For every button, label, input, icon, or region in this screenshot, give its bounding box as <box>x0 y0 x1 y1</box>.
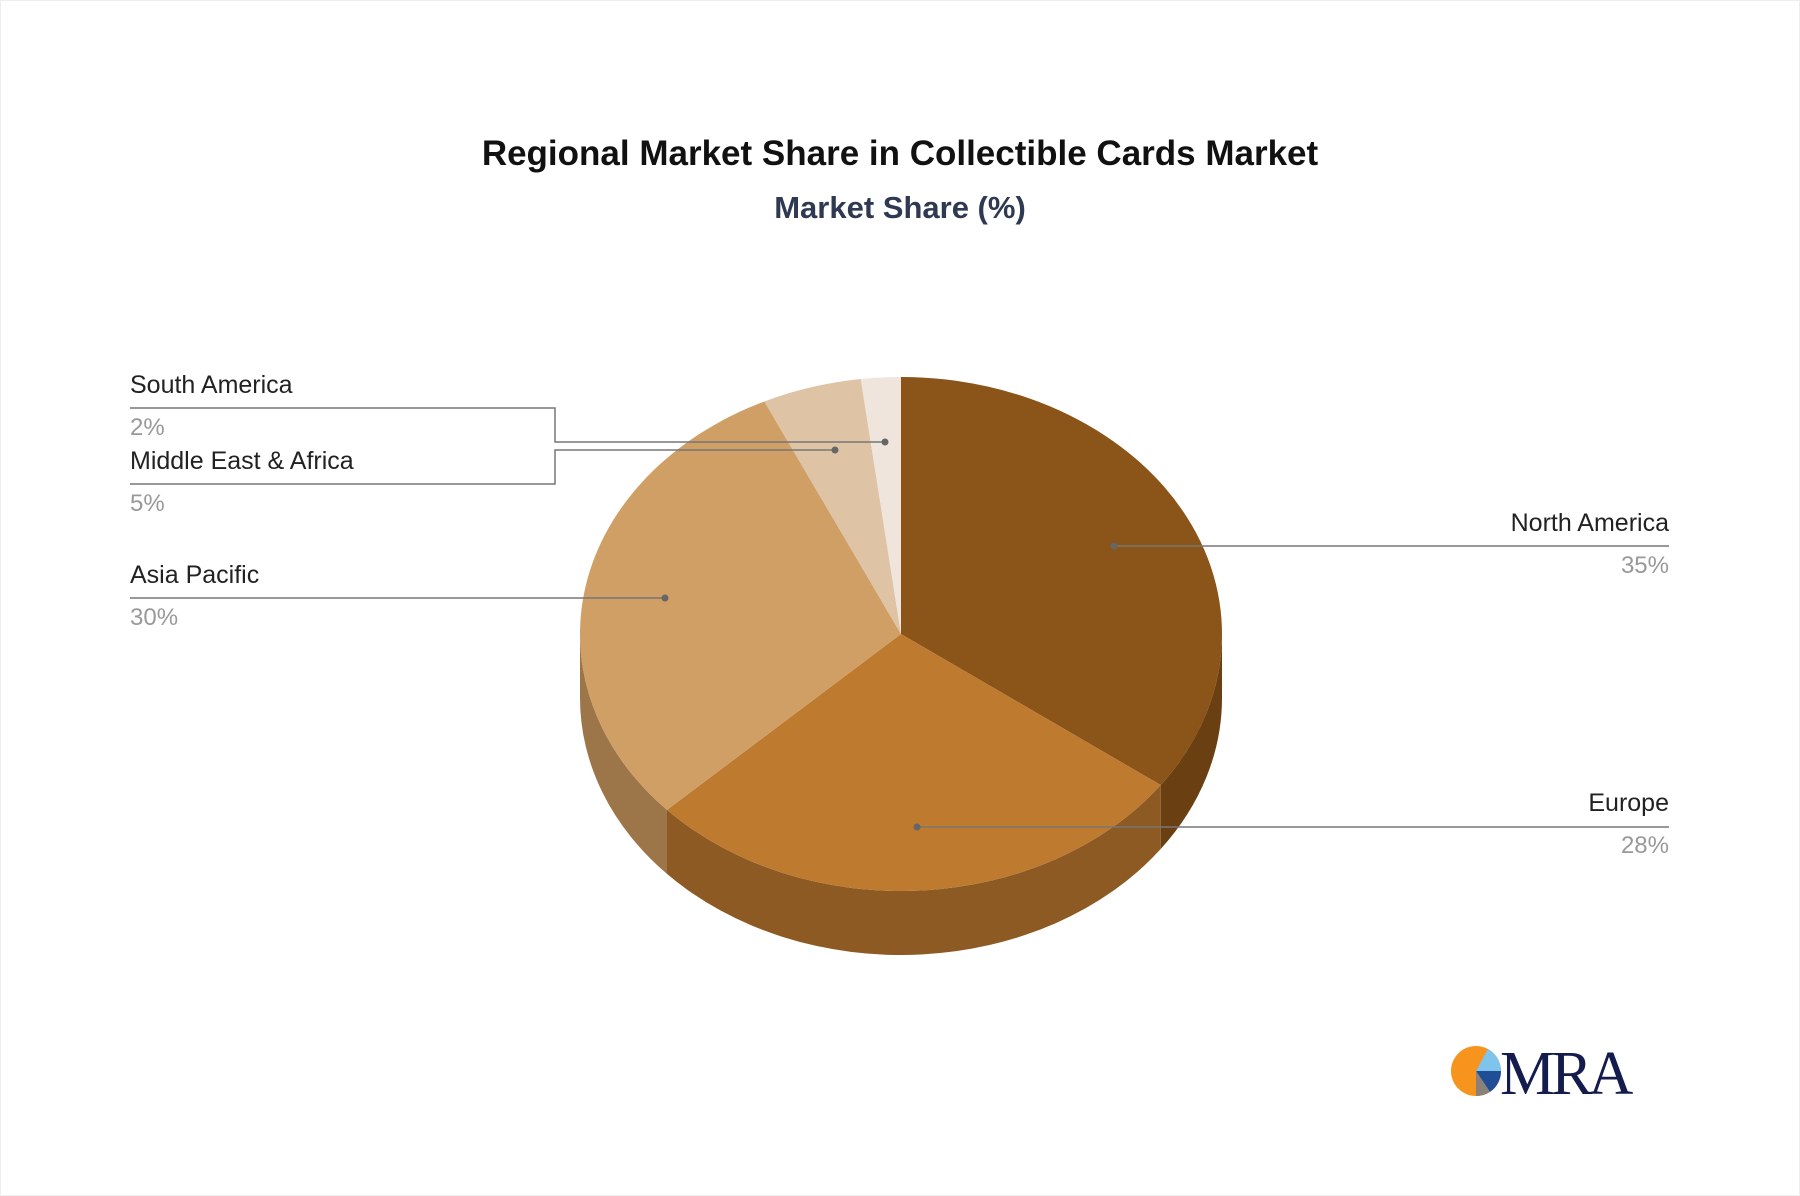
leader-dot-north-america <box>1110 542 1118 550</box>
leader-dot-middle-east-africa <box>831 446 839 454</box>
value-europe: 28% <box>1620 832 1669 859</box>
label-asia-pacific: Asia Pacific <box>130 561 260 589</box>
chart-subtitle: Market Share (%) <box>774 190 1026 225</box>
pie-slice-middle-east-africa <box>764 379 901 634</box>
mra-logo: MRA <box>1451 1040 1637 1108</box>
pie-slice-asia-pacific <box>579 401 901 810</box>
leader-dot-south-america <box>881 438 889 446</box>
leader-line-south-america <box>130 407 885 443</box>
value-south-america: 2% <box>130 414 165 441</box>
label-south-america: South America <box>130 371 293 399</box>
label-europe: Europe <box>1588 789 1669 817</box>
value-middle-east-africa: 5% <box>130 490 165 517</box>
leader-dot-europe <box>913 823 921 831</box>
value-asia-pacific: 30% <box>130 604 179 631</box>
pie-slice-north-america <box>901 377 1222 786</box>
pie-side-europe <box>667 785 1161 955</box>
label-middle-east-africa: Middle East & Africa <box>130 447 354 475</box>
leader-dot-asia-pacific <box>661 594 669 602</box>
chart-title: Regional Market Share in Collectible Car… <box>481 134 1319 173</box>
label-north-america: North America <box>1510 509 1669 537</box>
leader-line-middle-east-africa <box>130 449 835 485</box>
value-north-america: 35% <box>1620 552 1669 579</box>
pie-side-asia-pacific <box>580 634 668 874</box>
pie-side-north-america <box>1160 634 1222 850</box>
logo-text: MRA <box>1500 1040 1633 1108</box>
